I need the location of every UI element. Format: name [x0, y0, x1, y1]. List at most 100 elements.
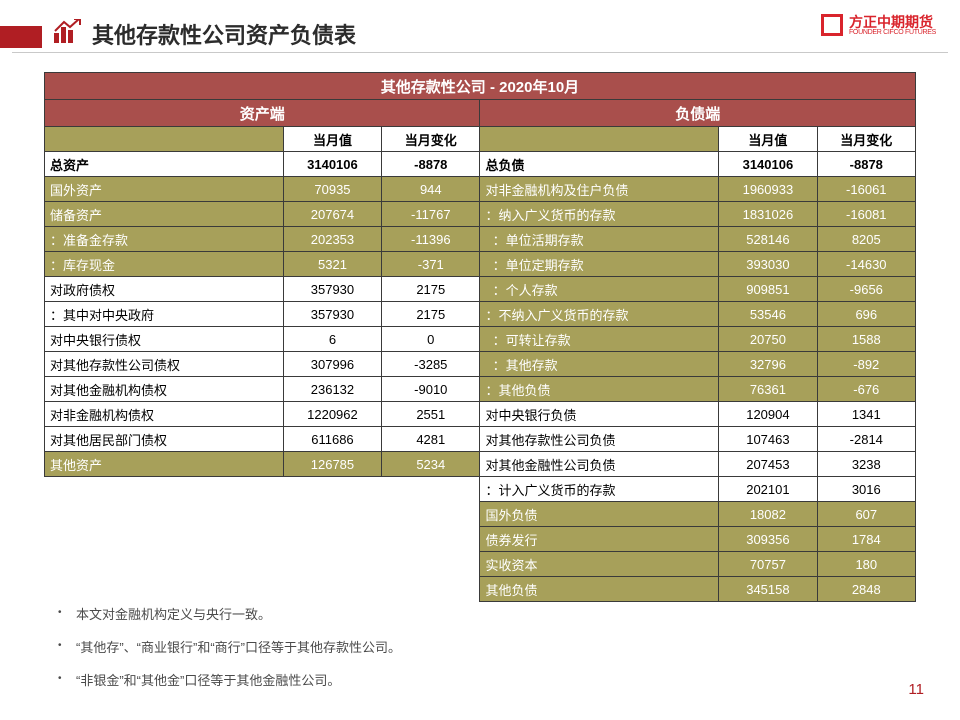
col-value: 当月值 — [283, 127, 381, 152]
table-row: 对其他居民部门债权6116864281对其他存款性公司负债107463-2814 — [45, 427, 916, 452]
page-title: 其他存款性公司资产负债表 — [92, 18, 356, 50]
logo-text-cn: 方正中期期货 — [849, 15, 936, 29]
table-cell: 1831026 — [719, 202, 817, 227]
table-cell — [382, 577, 480, 602]
table-cell: 909851 — [719, 277, 817, 302]
table-section-row: 资产端 负债端 — [45, 100, 916, 127]
table-cell — [45, 502, 284, 527]
table-cell: ：准备金存款 — [45, 227, 284, 252]
table-cell: 126785 — [283, 452, 381, 477]
table-cell: 3016 — [817, 477, 915, 502]
table-cell: ：单位活期存款 — [480, 227, 719, 252]
table-cell: ：纳入广义货币的存款 — [480, 202, 719, 227]
table-cell: 对非金融机构及住户负债 — [480, 177, 719, 202]
footnote-item: “非银金”和“其他金”口径等于其他金融性公司。 — [76, 670, 401, 689]
table-cell: -3285 — [382, 352, 480, 377]
table-cell: 5321 — [283, 252, 381, 277]
header-divider — [12, 52, 948, 53]
table-cell: 53546 — [719, 302, 817, 327]
table-row: ：库存现金5321-371 ：单位定期存款393030-14630 — [45, 252, 916, 277]
table-cell: 202101 — [719, 477, 817, 502]
chart-up-icon — [54, 19, 82, 49]
table-cell: 307996 — [283, 352, 381, 377]
table-row: 国外资产70935944对非金融机构及住户负债1960933-16061 — [45, 177, 916, 202]
table-row: 其他资产1267855234对其他金融性公司负债2074533238 — [45, 452, 916, 477]
table-row: 对其他存款性公司债权307996-3285 ：其他存款32796-892 — [45, 352, 916, 377]
table-cell: 实收资本 — [480, 552, 719, 577]
table-cell: ：库存现金 — [45, 252, 284, 277]
table-cell: 236132 — [283, 377, 381, 402]
brand-logo: 方正中期期货 FOUNDER CIFCO FUTURES — [821, 14, 936, 36]
table-row: ：准备金存款202353-11396 ：单位活期存款5281468205 — [45, 227, 916, 252]
table-cell: 对其他存款性公司负债 — [480, 427, 719, 452]
balance-sheet-table: 其他存款性公司 - 2020年10月 资产端 负债端 当月值 当月变化 当月值 … — [44, 72, 916, 602]
table-cell: -676 — [817, 377, 915, 402]
table-cell — [45, 552, 284, 577]
table-total-row: 总资产 3140106 -8878 总负债 3140106 -8878 — [45, 152, 916, 177]
table-cell: 2175 — [382, 302, 480, 327]
table-cell: 1784 — [817, 527, 915, 552]
table-cell — [283, 527, 381, 552]
table-row: 对政府债权3579302175 ：个人存款909851-9656 — [45, 277, 916, 302]
table-cell: ：单位定期存款 — [480, 252, 719, 277]
col-change: 当月变化 — [817, 127, 915, 152]
col-empty — [45, 127, 284, 152]
table-cell: -892 — [817, 352, 915, 377]
table-row: 国外负债18082607 — [45, 502, 916, 527]
table-cell: 357930 — [283, 302, 381, 327]
table-cell: 1960933 — [719, 177, 817, 202]
table-cell — [382, 502, 480, 527]
table-cell: ：不纳入广义货币的存款 — [480, 302, 719, 327]
table-cell: ：其他负债 — [480, 377, 719, 402]
table-cell: 5234 — [382, 452, 480, 477]
footnote-item: “其他存”、“商业银行”和“商行”口径等于其他存款性公司。 — [76, 637, 401, 656]
table-cell: 207453 — [719, 452, 817, 477]
table-cell: 其他资产 — [45, 452, 284, 477]
page-number: 11 — [908, 681, 924, 698]
total-liab-value: 3140106 — [719, 152, 817, 177]
table-cell: 0 — [382, 327, 480, 352]
section-liabilities: 负债端 — [480, 100, 916, 127]
table-cell: 180 — [817, 552, 915, 577]
table-cell: 32796 — [719, 352, 817, 377]
table-cell: 1220962 — [283, 402, 381, 427]
table-cell: 其他负债 — [480, 577, 719, 602]
table-cell: 20750 — [719, 327, 817, 352]
table-cell: ：个人存款 — [480, 277, 719, 302]
table-cell: -9010 — [382, 377, 480, 402]
table-cell: 309356 — [719, 527, 817, 552]
table-cell: 1588 — [817, 327, 915, 352]
col-change: 当月变化 — [382, 127, 480, 152]
table-cell: 对其他金融机构债权 — [45, 377, 284, 402]
table-cell: ：其他存款 — [480, 352, 719, 377]
table-cell: -9656 — [817, 277, 915, 302]
footnotes-list: 本文对金融机构定义与央行一致。“其他存”、“商业银行”和“商行”口径等于其他存款… — [76, 604, 401, 703]
table-cell: 944 — [382, 177, 480, 202]
table-cell: 4281 — [382, 427, 480, 452]
table-cell: 393030 — [719, 252, 817, 277]
table-cell: 607 — [817, 502, 915, 527]
logo-square-icon — [821, 14, 843, 36]
table-cell — [45, 527, 284, 552]
table-cell: 6 — [283, 327, 381, 352]
table-cell: 120904 — [719, 402, 817, 427]
table-cell — [45, 577, 284, 602]
table-cell: -11396 — [382, 227, 480, 252]
total-assets-label: 总资产 — [45, 152, 284, 177]
table-row: 储备资产207674-11767：纳入广义货币的存款1831026-16081 — [45, 202, 916, 227]
table-cell: 357930 — [283, 277, 381, 302]
table-cell: 18082 — [719, 502, 817, 527]
table-row: 对其他金融机构债权236132-9010：其他负债76361-676 — [45, 377, 916, 402]
table-cell — [283, 477, 381, 502]
table-cell — [382, 552, 480, 577]
table-cell: 2551 — [382, 402, 480, 427]
table-row: ：计入广义货币的存款2021013016 — [45, 477, 916, 502]
total-liab-label: 总负债 — [480, 152, 719, 177]
table-cell: 345158 — [719, 577, 817, 602]
table-cell: 对其他存款性公司债权 — [45, 352, 284, 377]
total-assets-change: -8878 — [382, 152, 480, 177]
total-liab-change: -8878 — [817, 152, 915, 177]
table-cell: -16081 — [817, 202, 915, 227]
table-cell: 对中央银行负债 — [480, 402, 719, 427]
table-cell: 对中央银行债权 — [45, 327, 284, 352]
